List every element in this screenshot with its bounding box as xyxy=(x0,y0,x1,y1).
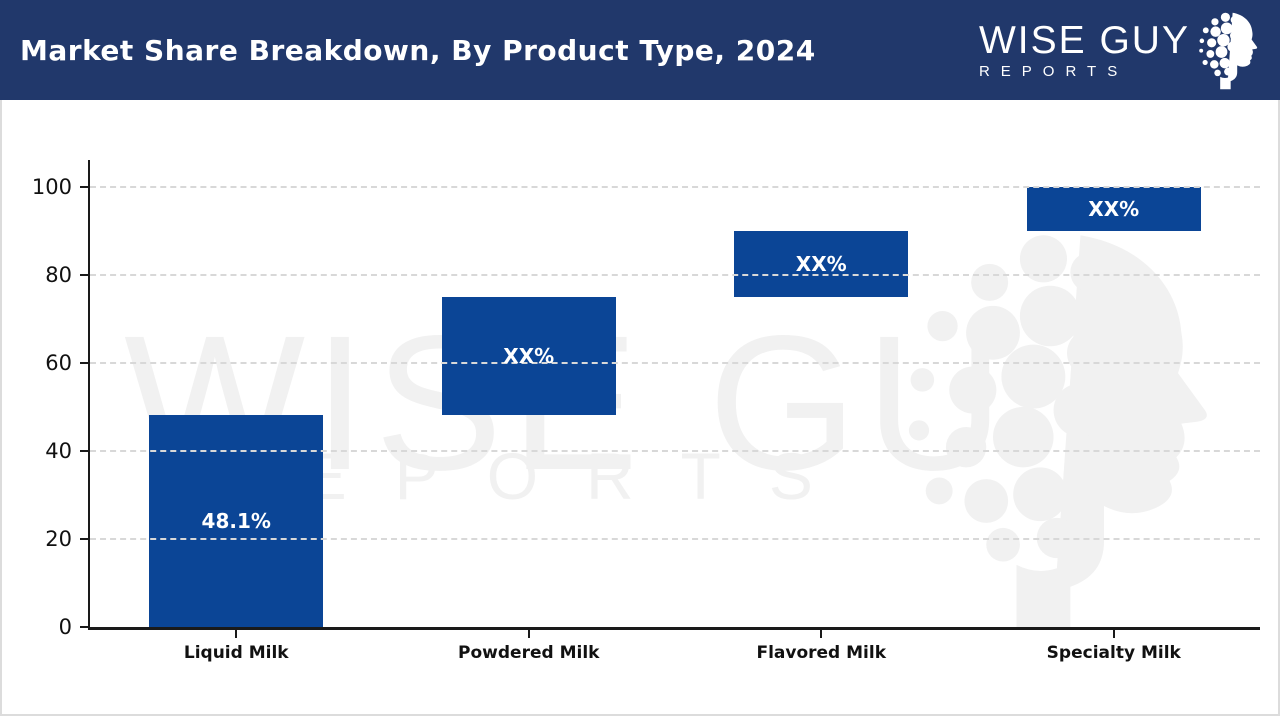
gridline-80 xyxy=(90,274,1260,276)
y-tick-60 xyxy=(80,362,88,364)
bar-flavored-milk xyxy=(734,231,909,297)
brand-logo-text: WISE GUY REPORTS xyxy=(979,21,1190,80)
bar-value-label: 48.1% xyxy=(201,509,271,534)
category-label-2: Flavored Milk xyxy=(756,643,887,663)
gridline-60 xyxy=(90,362,1260,364)
gridline-20 xyxy=(90,538,1260,540)
page-title: Market Share Breakdown, By Product Type,… xyxy=(20,33,816,67)
y-tick-20 xyxy=(80,538,88,540)
chart-area: WISE GU REPORTS 0 20 40 60 80 100 48.1% Liquid … xyxy=(0,100,1280,716)
header-bar: Market Share Breakdown, By Product Type,… xyxy=(0,0,1280,100)
waterfall-plot: 0 20 40 60 80 100 48.1% Liquid Milk XX% Powdered … xyxy=(2,100,1278,714)
category-label-3: Specialty Milk xyxy=(1046,643,1181,663)
bar-value-label: XX% xyxy=(503,344,555,369)
y-tick-label-60: 60 xyxy=(45,351,72,375)
brand-subtitle: REPORTS xyxy=(978,62,1129,80)
gridline-100 xyxy=(90,186,1260,188)
gridline-40 xyxy=(90,450,1260,452)
brand-name: WISE GUY xyxy=(978,18,1190,62)
x-tick-3 xyxy=(1112,629,1115,638)
y-axis-line xyxy=(88,160,90,629)
x-tick-0 xyxy=(235,629,238,638)
y-tick-100 xyxy=(80,186,88,188)
y-tick-0 xyxy=(80,626,88,628)
y-tick-label-100: 100 xyxy=(31,175,72,199)
x-tick-2 xyxy=(820,629,823,638)
x-axis-line xyxy=(88,627,1260,630)
bar-value-label: XX% xyxy=(1088,197,1140,221)
y-tick-label-0: 0 xyxy=(58,615,72,639)
bar-powdered-milk xyxy=(441,297,616,416)
y-tick-label-80: 80 xyxy=(45,263,72,287)
category-label-1: Powdered Milk xyxy=(458,643,600,663)
x-tick-1 xyxy=(527,629,530,638)
brand-logo: WISE GUY REPORTS xyxy=(979,10,1280,90)
category-label-0: Liquid Milk xyxy=(183,643,289,663)
y-tick-label-40: 40 xyxy=(45,439,72,463)
wiseguy-head-icon xyxy=(1199,12,1258,90)
bar-value-label: XX% xyxy=(795,252,847,276)
y-tick-label-20: 20 xyxy=(45,527,72,551)
y-tick-40 xyxy=(80,450,88,452)
bar-specialty-milk xyxy=(1026,187,1201,231)
y-tick-80 xyxy=(80,274,88,276)
